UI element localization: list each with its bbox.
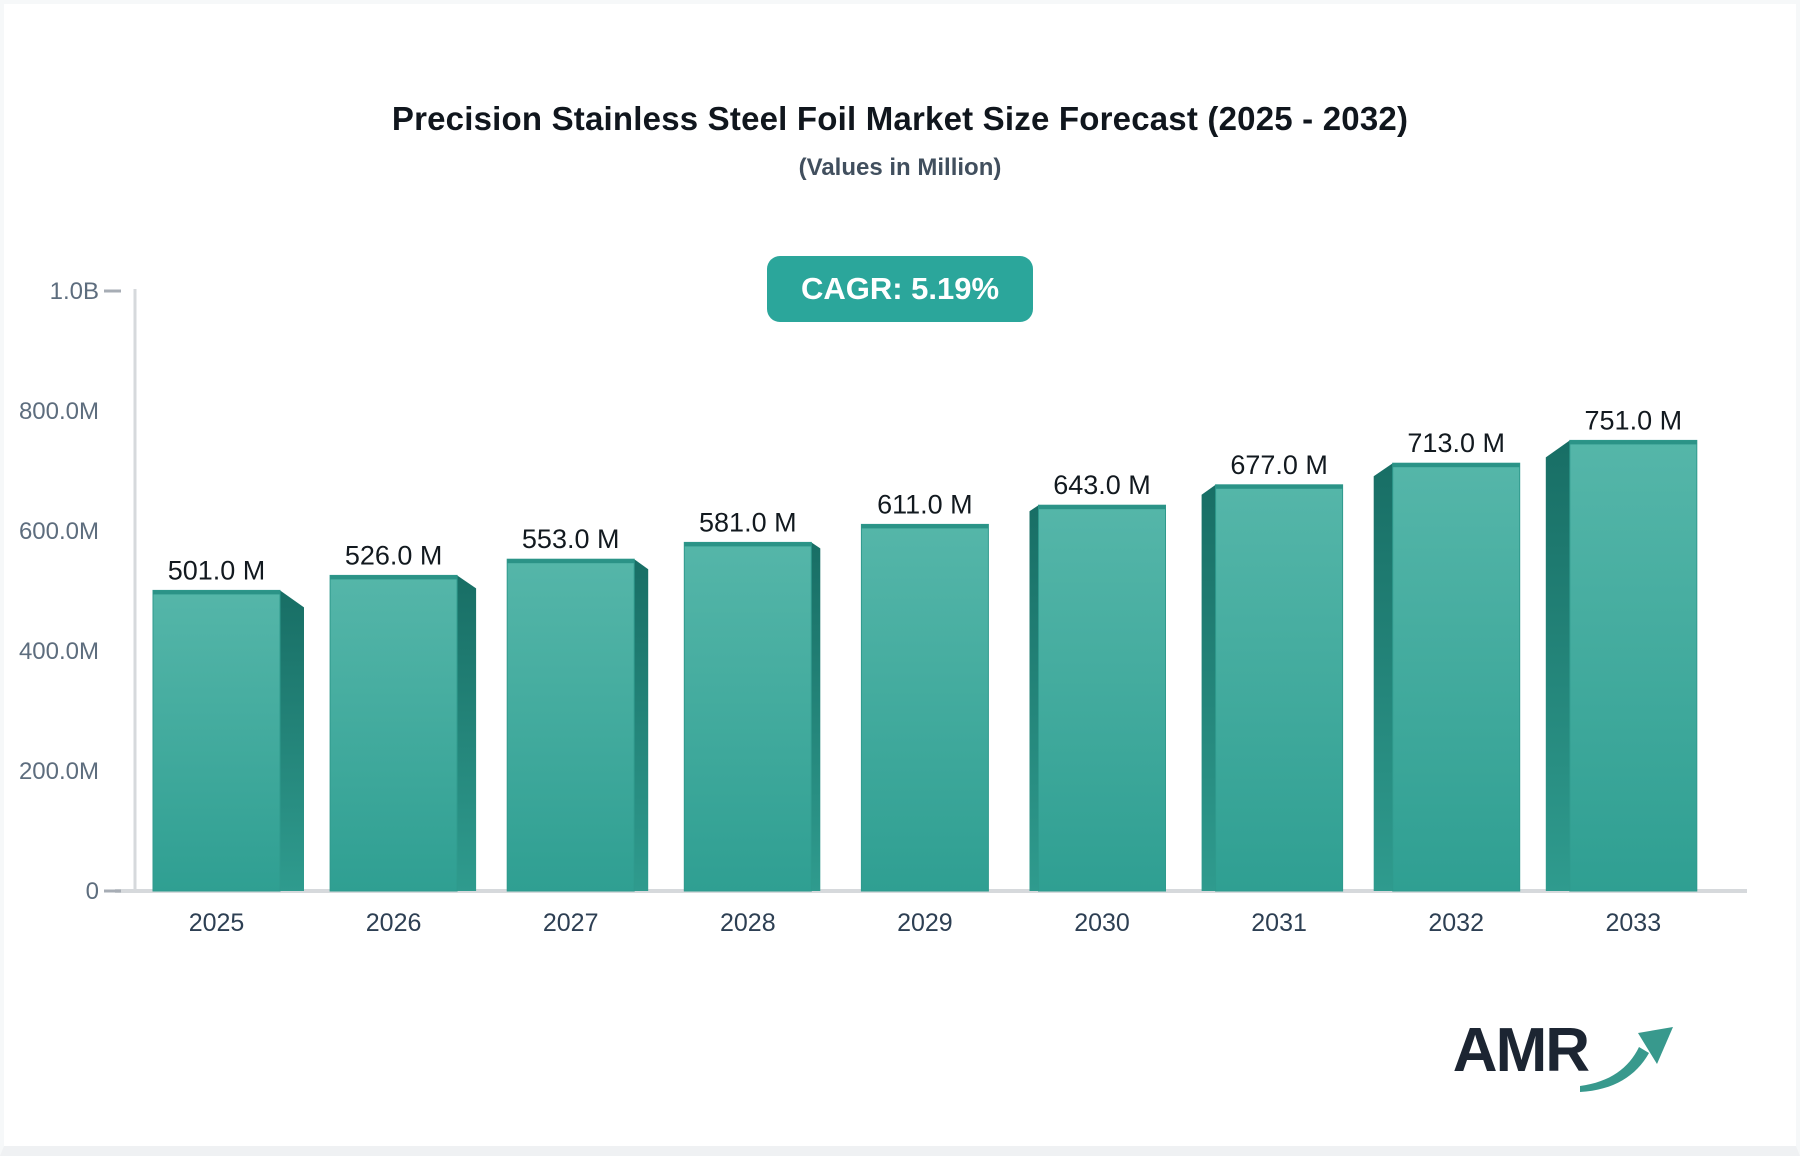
bar-value-label: 643.0 M: [1053, 470, 1151, 500]
x-axis-label-2031: 2031: [1251, 909, 1307, 937]
chart-title: Precision Stainless Steel Foil Market Si…: [391, 100, 1409, 137]
bar-side-2025: [280, 590, 304, 891]
x-axis-label-2028: 2028: [720, 909, 776, 937]
bar-2033: [1569, 439, 1698, 892]
bar-top-edge-2033: [1569, 440, 1697, 445]
y-axis-tick-label: 400.0M: [19, 638, 99, 665]
x-axis-label-2032: 2032: [1428, 909, 1484, 937]
bar-value-label: 751.0 M: [1585, 405, 1683, 435]
bar-side-2028: [811, 542, 821, 891]
bar-top-edge-2032: [1392, 463, 1520, 468]
x-axis-label-2030: 2030: [1074, 909, 1130, 937]
bar-top-edge-2027: [507, 559, 635, 564]
bar-side-2027: [634, 559, 649, 891]
bar-2029: [860, 523, 989, 892]
bar-side-2031: [1201, 484, 1216, 891]
bar-side-2032: [1373, 463, 1393, 891]
bar-side-2033: [1545, 440, 1570, 891]
bar-value-label: 501.0 M: [168, 555, 266, 585]
bar-2031: [1215, 484, 1344, 892]
bar-2026: [329, 574, 458, 892]
bar-value-label: 713.0 M: [1407, 428, 1505, 458]
amr-logo-text: AMR: [1452, 1016, 1590, 1085]
bar-value-label: 526.0 M: [345, 540, 443, 570]
x-axis-label-2026: 2026: [366, 909, 422, 937]
bar-2032: [1392, 462, 1521, 892]
bar-value-label: 677.0 M: [1230, 450, 1328, 480]
cagr-badge-row: CAGR: 5.19%: [4, 256, 1796, 322]
amr-logo: AMR: [1453, 1020, 1678, 1102]
x-axis-label-2027: 2027: [543, 909, 599, 937]
bar-top-edge-2028: [684, 542, 812, 547]
y-axis-tick-label: 1.0B: [50, 278, 99, 305]
bar-2025: [152, 589, 281, 892]
bar-top-edge-2031: [1215, 484, 1343, 489]
y-axis-tick-label: 200.0M: [19, 758, 99, 785]
y-axis-tick-label: 800.0M: [19, 398, 99, 425]
bar-value-label: 611.0 M: [877, 489, 973, 519]
bar-side-2026: [457, 575, 477, 891]
x-axis-label-2025: 2025: [189, 909, 245, 937]
bar-value-label: 553.0 M: [522, 524, 620, 554]
bar-value-label: 581.0 M: [699, 507, 797, 537]
bar-2028: [683, 541, 812, 892]
market-size-bar-chart: 1.0B 800.0M 600.0M 400.0M 200.0M 0 501.0 M 2025…: [19, 278, 1747, 937]
bar-side-2030: [1029, 505, 1039, 891]
bar-top-edge-2026: [330, 575, 458, 580]
bar-2027: [506, 558, 635, 892]
bar-top-edge-2030: [1038, 505, 1166, 510]
x-axis-label-2029: 2029: [897, 909, 953, 937]
chart-subtitle: (Values in Million): [798, 154, 1002, 181]
bar-top-edge-2025: [153, 590, 280, 595]
growth-arrow-icon: [1580, 1027, 1673, 1092]
bar-top-edge-2029: [861, 524, 989, 529]
y-axis-tick-label: 600.0M: [19, 518, 99, 545]
y-axis-tick-label: 0: [86, 878, 99, 905]
bar-2030: [1038, 504, 1166, 892]
x-axis-label-2033: 2033: [1605, 909, 1661, 937]
cagr-badge: CAGR: 5.19%: [766, 256, 1034, 322]
